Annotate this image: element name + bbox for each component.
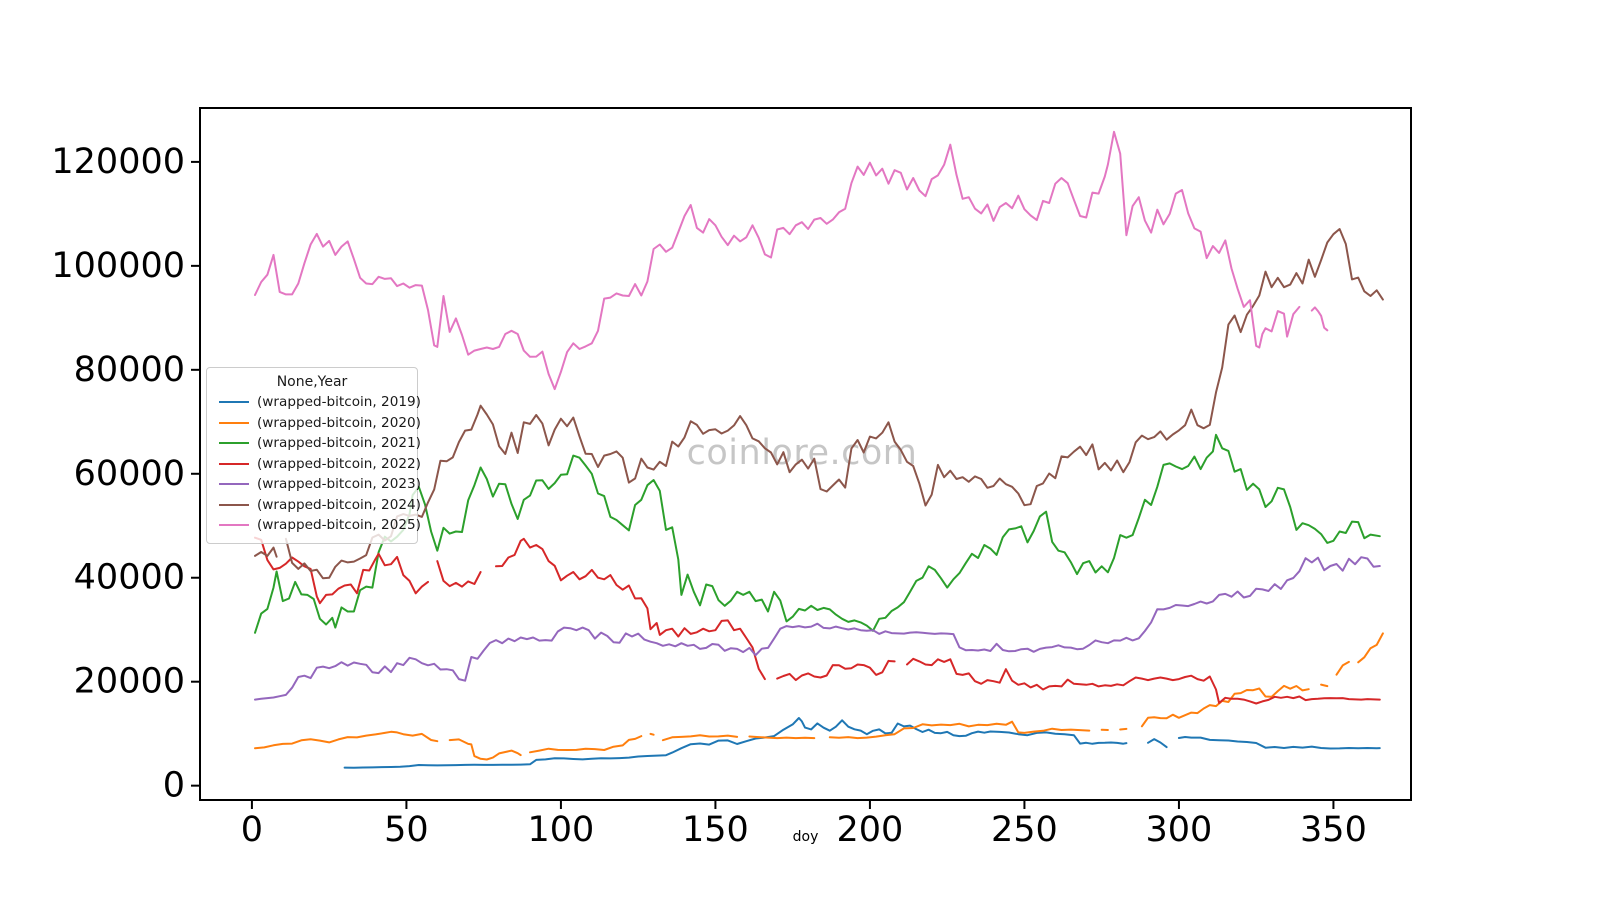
- series-line-wrapped-bitcoin-2019: [343, 717, 1381, 769]
- x-axis-label: doy: [793, 829, 819, 845]
- series-line-wrapped-bitcoin-2023: [254, 556, 1381, 701]
- plot-area-spines: [199, 107, 1412, 801]
- y-tick-label-20000: 20000: [74, 662, 185, 702]
- x-tick-label-50: 50: [384, 810, 429, 850]
- series-line-wrapped-bitcoin-2020: [254, 632, 1384, 761]
- chart-legend: None,Year (wrapped-bitcoin, 2019) (wrapp…: [206, 367, 421, 544]
- x-tick-label-300: 300: [1146, 810, 1213, 850]
- legend-item-2025: (wrapped-bitcoin, 2025): [215, 515, 421, 536]
- legend-line-swatch-2019: [219, 401, 249, 404]
- legend-label-2023: (wrapped-bitcoin, 2023): [257, 476, 421, 493]
- legend-label-2021: (wrapped-bitcoin, 2021): [257, 435, 421, 452]
- x-tick-label-150: 150: [682, 810, 749, 850]
- legend-line-swatch-2022: [219, 462, 249, 465]
- legend-label-2020: (wrapped-bitcoin, 2020): [257, 414, 421, 431]
- y-tick-label-0: 0: [163, 766, 185, 806]
- legend-item-2019: (wrapped-bitcoin, 2019): [215, 392, 421, 413]
- legend-label-2019: (wrapped-bitcoin, 2019): [257, 394, 421, 411]
- legend-label-2022: (wrapped-bitcoin, 2022): [257, 455, 421, 472]
- legend-line-swatch-2024: [219, 503, 249, 506]
- series-group: [254, 130, 1384, 769]
- y-tick-label-40000: 40000: [74, 558, 185, 598]
- watermark-text: coinlore.com: [686, 433, 918, 473]
- y-tick-label-120000: 120000: [51, 142, 185, 182]
- legend-line-swatch-2025: [219, 524, 249, 527]
- series-line-wrapped-bitcoin-2024: [254, 228, 1384, 580]
- legend-item-2020: (wrapped-bitcoin, 2020): [215, 413, 421, 434]
- series-line-wrapped-bitcoin-2021: [254, 433, 1381, 634]
- y-tick-label-60000: 60000: [74, 454, 185, 494]
- x-tick-label-0: 0: [241, 810, 263, 850]
- x-tick-label-200: 200: [837, 810, 904, 850]
- legend-title: None,Year: [276, 374, 348, 390]
- legend-line-swatch-2020: [219, 421, 249, 424]
- legend-label-2024: (wrapped-bitcoin, 2024): [257, 496, 421, 513]
- legend-label-2025: (wrapped-bitcoin, 2025): [257, 517, 421, 534]
- legend-item-2022: (wrapped-bitcoin, 2022): [215, 454, 421, 475]
- legend-item-2023: (wrapped-bitcoin, 2023): [215, 474, 421, 495]
- y-tick-label-80000: 80000: [74, 350, 185, 390]
- x-tick-label-250: 250: [991, 810, 1058, 850]
- legend-line-swatch-2021: [219, 442, 249, 445]
- series-line-wrapped-bitcoin-2025: [254, 130, 1329, 391]
- x-tick-label-350: 350: [1300, 810, 1367, 850]
- y-tick-label-100000: 100000: [51, 246, 185, 286]
- legend-item-2024: (wrapped-bitcoin, 2024): [215, 495, 421, 516]
- legend-item-2021: (wrapped-bitcoin, 2021): [215, 433, 421, 454]
- legend-line-swatch-2023: [219, 483, 249, 486]
- series-line-wrapped-bitcoin-2022: [254, 536, 1381, 705]
- x-tick-label-100: 100: [528, 810, 595, 850]
